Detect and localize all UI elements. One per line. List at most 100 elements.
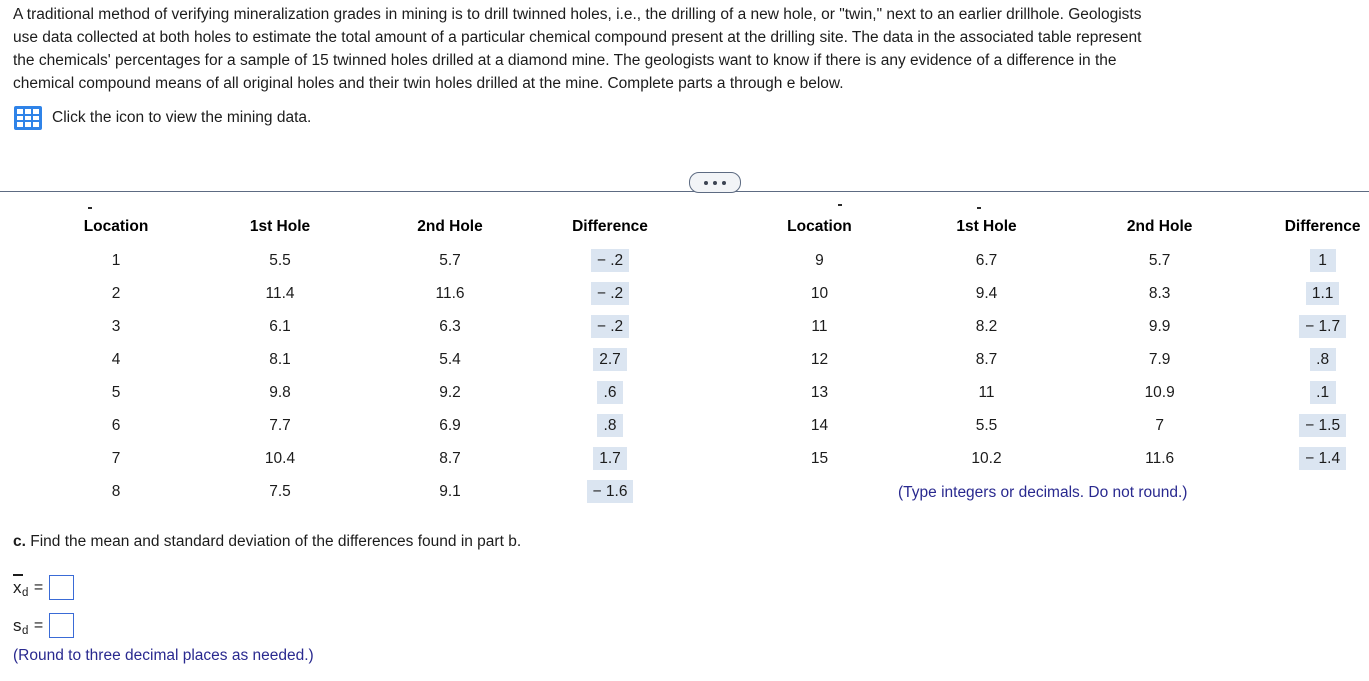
difference-value[interactable]: − 1.6	[586, 480, 634, 503]
difference-value[interactable]: − .2	[590, 249, 630, 272]
cell-difference[interactable]: − 1.4	[1247, 442, 1369, 475]
cell-difference[interactable]: 1	[1247, 244, 1369, 277]
symbol-subscript: d	[22, 624, 29, 637]
difference-value[interactable]: 2.7	[593, 348, 627, 371]
cell-difference[interactable]: .6	[536, 376, 684, 409]
cell-2nd-hole: 9.2	[439, 383, 461, 401]
cell-difference[interactable]: − .2	[536, 310, 684, 343]
cell-location: 5	[111, 383, 121, 401]
cell-location: 11	[811, 317, 828, 335]
difference-value[interactable]: 1	[1309, 249, 1336, 272]
cell-difference[interactable]: 2.7	[536, 343, 684, 376]
view-mining-data-label: Click the icon to view the mining data.	[52, 109, 312, 126]
table-row: 4 8.1 5.4 2.7	[36, 343, 684, 376]
overbar	[13, 574, 23, 576]
part-c-label: c.	[13, 533, 26, 550]
ellipsis-icon[interactable]	[689, 172, 741, 193]
column-header-location: Location	[83, 218, 149, 235]
cell-2nd-hole: 11.6	[1145, 449, 1175, 467]
cell-location: 13	[810, 383, 829, 401]
section-divider	[0, 180, 1369, 202]
cell-location: 6	[111, 416, 121, 434]
difference-value[interactable]: .6	[597, 381, 623, 404]
table-row: 12 8.7 7.9 .8	[738, 343, 1369, 376]
table-row: 14 5.5 7 − 1.5	[738, 409, 1369, 442]
difference-value[interactable]: − 1.4	[1299, 447, 1347, 470]
column-header-2nd-hole: 2nd Hole	[1126, 218, 1193, 235]
cell-location: 14	[810, 416, 829, 434]
cell-1st-hole: 10.2	[971, 449, 1002, 467]
table-row: 5 9.8 9.2 .6	[36, 376, 684, 409]
table-row: 15 10.2 11.6 − 1.4	[738, 442, 1369, 475]
difference-value[interactable]: .8	[597, 414, 623, 437]
cell-2nd-hole: 8.7	[439, 449, 461, 467]
cell-1st-hole: 6.7	[975, 251, 998, 269]
equals-sign: =	[33, 616, 44, 634]
cell-location: 8	[111, 482, 121, 500]
cell-1st-hole: 8.2	[975, 317, 998, 335]
cell-location: 1	[111, 251, 121, 269]
table-row: 6 7.7 6.9 .8	[36, 409, 684, 442]
cell-difference[interactable]: .8	[536, 409, 684, 442]
cell-difference[interactable]: − .2	[536, 277, 684, 310]
cell-2nd-hole: 11.6	[435, 284, 465, 302]
problem-line-4: chemical compound means of all original …	[13, 75, 844, 92]
cell-1st-hole: 10.4	[264, 449, 296, 467]
problem-line-2: use data collected at both holes to esti…	[13, 29, 1142, 46]
table-row: 7 10.4 8.7 1.7	[36, 442, 684, 475]
table-row: 9 6.7 5.7 1	[738, 244, 1369, 277]
symbol-subscript: d	[22, 586, 29, 599]
table-row: 13 11 10.9 .1	[738, 376, 1369, 409]
cell-1st-hole: 11	[978, 383, 995, 401]
difference-value[interactable]: − 1.7	[1299, 315, 1347, 338]
cell-difference[interactable]: 1.7	[536, 442, 684, 475]
cell-difference[interactable]: − 1.7	[1247, 310, 1369, 343]
table-row: 8 7.5 9.1 − 1.6	[36, 475, 684, 508]
header-tick-mark	[88, 207, 92, 209]
cell-2nd-hole: 9.1	[439, 482, 461, 500]
cell-difference[interactable]: 1.1	[1247, 277, 1369, 310]
cell-difference[interactable]: .1	[1247, 376, 1369, 409]
table-row: 2 11.4 11.6 − .2	[36, 277, 684, 310]
table-grid-icon[interactable]	[14, 106, 42, 130]
column-header-1st-hole: 1st Hole	[249, 218, 311, 235]
cell-difference[interactable]: .8	[1247, 343, 1369, 376]
cell-1st-hole: 8.1	[269, 350, 291, 368]
difference-value[interactable]: 1.7	[593, 447, 627, 470]
difference-value[interactable]: .8	[1309, 348, 1336, 371]
cell-location: 15	[810, 449, 829, 467]
table-header-row: Location 1st Hole 2nd Hole Difference	[738, 218, 1369, 244]
cell-1st-hole: 7.7	[269, 416, 291, 434]
difference-value[interactable]: 1.1	[1305, 282, 1340, 305]
difference-value[interactable]: − .2	[590, 282, 630, 305]
mean-answer-input[interactable]	[49, 575, 75, 600]
difference-value[interactable]: .1	[1309, 381, 1336, 404]
cell-2nd-hole: 5.4	[439, 350, 461, 368]
equals-sign: =	[33, 578, 44, 596]
table-header-row: Location 1st Hole 2nd Hole Difference	[36, 218, 684, 244]
cell-difference[interactable]: − 1.6	[536, 475, 684, 508]
table-row: 3 6.1 6.3 − .2	[36, 310, 684, 343]
header-tick-mark	[977, 207, 981, 209]
difference-value[interactable]: − .2	[590, 315, 630, 338]
cell-location: 7	[111, 449, 121, 467]
mining-data-table-right: Location 1st Hole 2nd Hole Difference 9 6…	[738, 218, 1369, 475]
problem-statement: A traditional method of verifying minera…	[13, 3, 1369, 95]
cell-difference[interactable]: − .2	[536, 244, 684, 277]
table-row: 11 8.2 9.9 − 1.7	[738, 310, 1369, 343]
cell-2nd-hole: 8.3	[1148, 284, 1171, 302]
cell-1st-hole: 9.4	[975, 284, 998, 302]
rounding-instruction: (Round to three decimal places as needed…	[13, 647, 314, 664]
sd-answer-input[interactable]	[49, 613, 75, 638]
cell-difference[interactable]: − 1.5	[1247, 409, 1369, 442]
header-tick-mark	[838, 204, 842, 206]
difference-value[interactable]: − 1.5	[1299, 414, 1347, 437]
cell-location: 4	[111, 350, 121, 368]
cell-1st-hole: 9.8	[269, 383, 291, 401]
problem-line-3: the chemicals' percentages for a sample …	[13, 52, 1117, 69]
view-mining-data-link[interactable]: Click the icon to view the mining data.	[14, 106, 311, 130]
